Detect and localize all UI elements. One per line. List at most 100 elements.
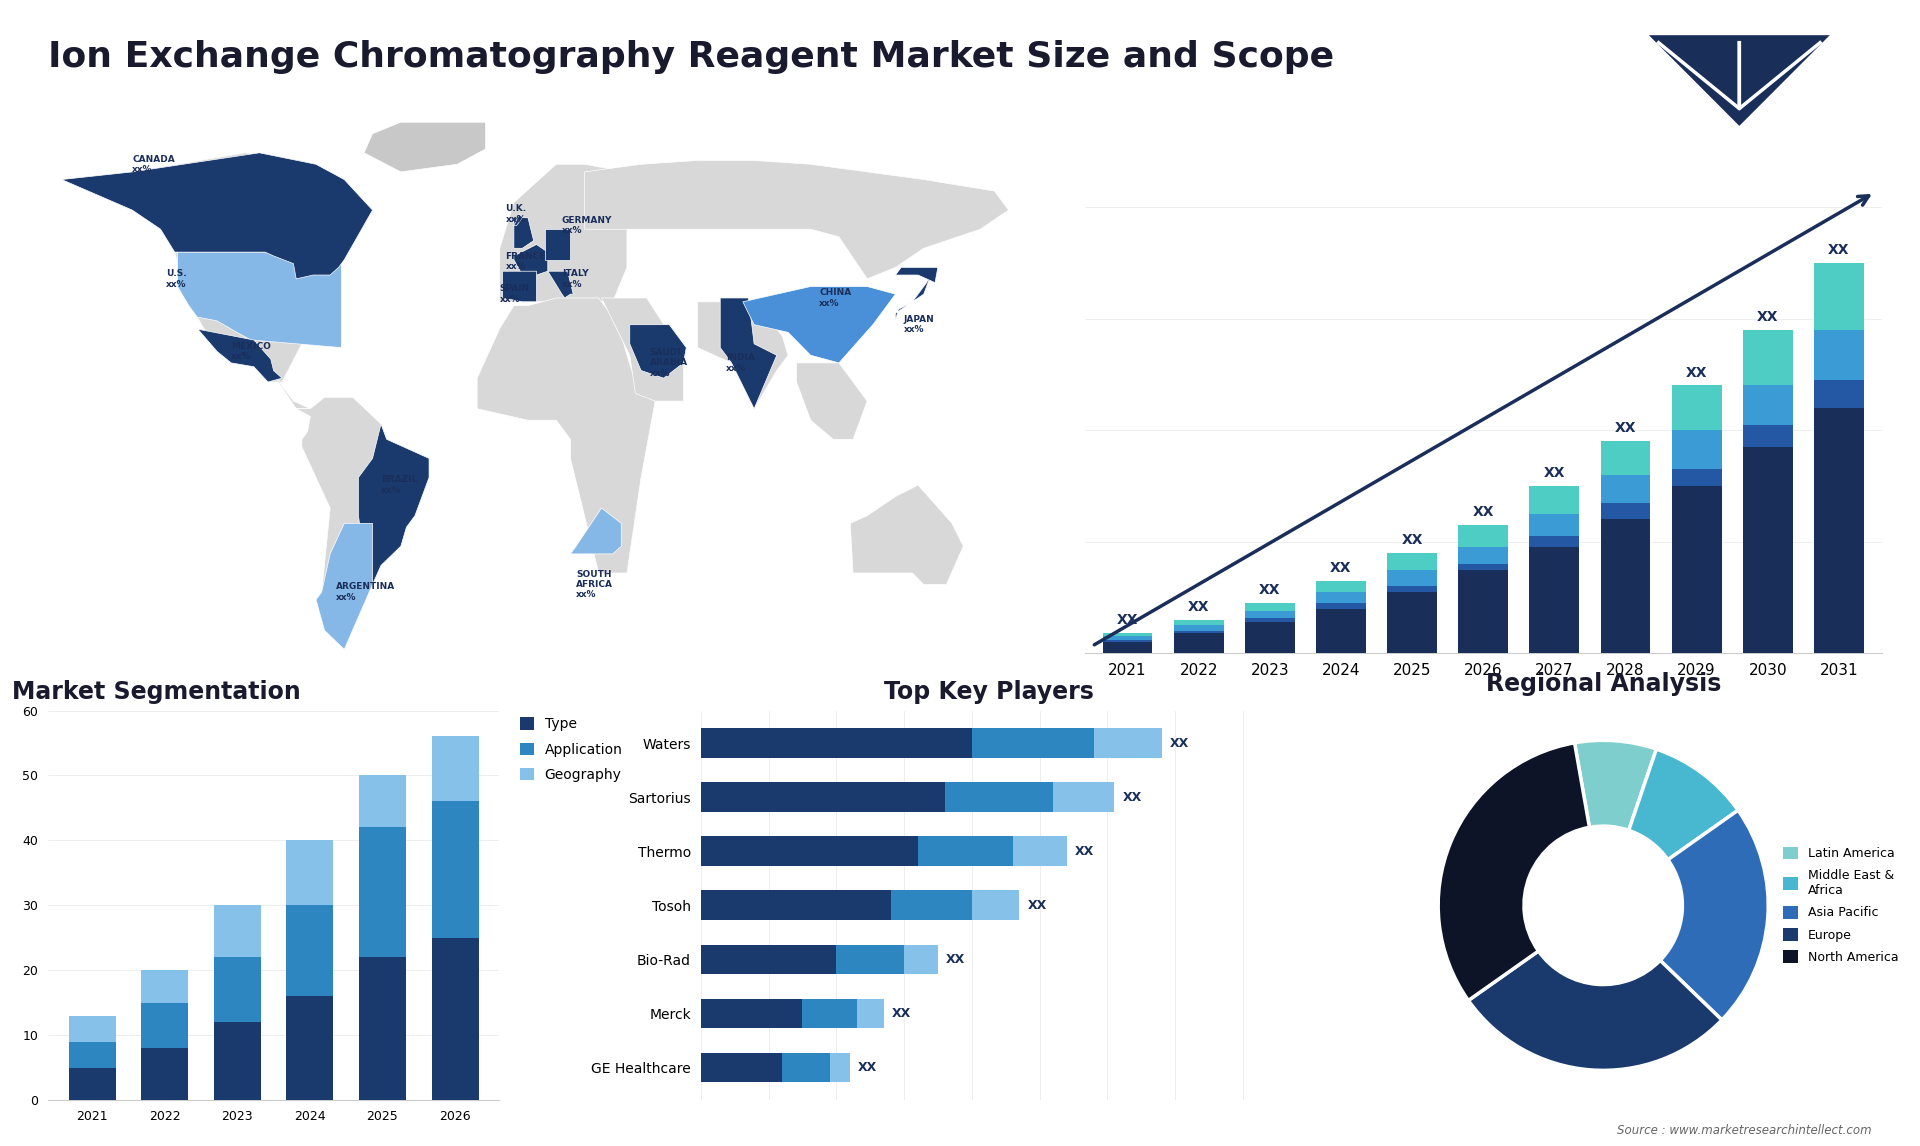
Bar [69, 1015, 115, 1042]
Bar [1173, 633, 1223, 653]
Wedge shape [1438, 743, 1590, 1000]
Polygon shape [570, 508, 622, 554]
Text: MARKET: MARKET [1851, 49, 1893, 58]
Bar [1315, 591, 1365, 603]
Bar [140, 1003, 188, 1049]
Polygon shape [601, 298, 684, 401]
Bar [432, 801, 478, 937]
Text: XX: XX [1402, 533, 1423, 547]
Polygon shape [1645, 33, 1834, 128]
Bar [1102, 636, 1152, 639]
Text: XX: XX [858, 1061, 877, 1074]
Bar [1601, 503, 1651, 519]
Polygon shape [545, 229, 570, 260]
Polygon shape [630, 324, 685, 378]
Bar [701, 837, 918, 866]
Bar [856, 998, 883, 1028]
Bar [1244, 618, 1294, 622]
Bar [1386, 591, 1436, 653]
Bar [432, 737, 478, 801]
Text: XX: XX [1169, 737, 1188, 749]
Bar [803, 998, 856, 1028]
Title: Top Key Players: Top Key Players [883, 681, 1094, 705]
Text: XX: XX [1828, 243, 1849, 257]
Bar [286, 996, 334, 1100]
Bar [1012, 837, 1068, 866]
Bar [1102, 633, 1152, 636]
Polygon shape [895, 272, 933, 321]
Text: XX: XX [1027, 898, 1046, 912]
Bar [213, 1022, 261, 1100]
Bar [140, 1049, 188, 1100]
Bar [1672, 486, 1722, 653]
Text: XX: XX [1260, 583, 1281, 597]
Bar [213, 905, 261, 957]
Polygon shape [194, 329, 282, 382]
Polygon shape [271, 370, 311, 409]
Polygon shape [547, 272, 574, 298]
Wedge shape [1574, 740, 1657, 831]
Polygon shape [317, 524, 372, 650]
Text: U.S.
xx%: U.S. xx% [167, 269, 186, 289]
Text: XX: XX [1075, 845, 1094, 857]
Text: INTELLECT: INTELLECT [1851, 102, 1905, 111]
Title: Regional Analysis: Regional Analysis [1486, 672, 1720, 696]
Bar [1173, 620, 1223, 626]
Bar [781, 1053, 829, 1083]
Bar [1530, 536, 1580, 548]
Bar [701, 1053, 781, 1083]
Text: MEXICO
xx%: MEXICO xx% [230, 342, 271, 361]
Wedge shape [1661, 810, 1768, 1020]
Bar [1743, 447, 1793, 653]
Bar [359, 776, 407, 827]
Bar [69, 1068, 115, 1100]
Bar [904, 944, 939, 974]
Bar [1244, 603, 1294, 611]
Bar [432, 937, 478, 1100]
Polygon shape [365, 123, 486, 172]
Bar [1459, 548, 1507, 564]
Bar [701, 783, 945, 813]
Bar [972, 890, 1020, 920]
Bar [1814, 408, 1864, 653]
Bar [1386, 552, 1436, 570]
Polygon shape [720, 298, 778, 409]
Bar [891, 890, 972, 920]
Text: XX: XX [893, 1007, 912, 1020]
Text: XX: XX [1615, 422, 1636, 435]
Legend: Latin America, Middle East &
Africa, Asia Pacific, Europe, North America: Latin America, Middle East & Africa, Asi… [1784, 847, 1899, 964]
Text: Ion Exchange Chromatography Reagent Market Size and Scope: Ion Exchange Chromatography Reagent Mark… [48, 40, 1334, 74]
Text: SPAIN
xx%: SPAIN xx% [499, 284, 530, 304]
Text: ITALY
xx%: ITALY xx% [563, 269, 589, 289]
Bar [1244, 611, 1294, 618]
Polygon shape [697, 301, 787, 409]
Bar [1386, 587, 1436, 591]
Text: CANADA
xx%: CANADA xx% [132, 155, 175, 174]
Text: CHINA
xx%: CHINA xx% [820, 289, 851, 307]
Text: Source : www.marketresearchintellect.com: Source : www.marketresearchintellect.com [1617, 1124, 1872, 1137]
Bar [972, 728, 1094, 758]
Text: XX: XX [1188, 599, 1210, 614]
Text: XX: XX [1544, 466, 1565, 480]
Bar [286, 840, 334, 905]
Text: GERMANY
xx%: GERMANY xx% [563, 215, 612, 235]
Bar [1530, 486, 1580, 513]
Wedge shape [1469, 951, 1722, 1070]
Text: SOUTH
AFRICA
xx%: SOUTH AFRICA xx% [576, 570, 612, 599]
Bar [1315, 603, 1365, 609]
Bar [1315, 581, 1365, 591]
Bar [69, 1042, 115, 1068]
Bar [701, 890, 891, 920]
Polygon shape [895, 267, 937, 283]
Bar [1743, 330, 1793, 385]
Text: FRANCE
xx%: FRANCE xx% [505, 252, 545, 272]
Polygon shape [743, 286, 895, 363]
Bar [1173, 626, 1223, 631]
Bar [1814, 379, 1864, 408]
Bar [1814, 330, 1864, 379]
Bar [1743, 424, 1793, 447]
Text: XX: XX [1473, 505, 1494, 519]
Polygon shape [359, 424, 428, 584]
Bar [140, 971, 188, 1003]
Polygon shape [515, 214, 522, 226]
